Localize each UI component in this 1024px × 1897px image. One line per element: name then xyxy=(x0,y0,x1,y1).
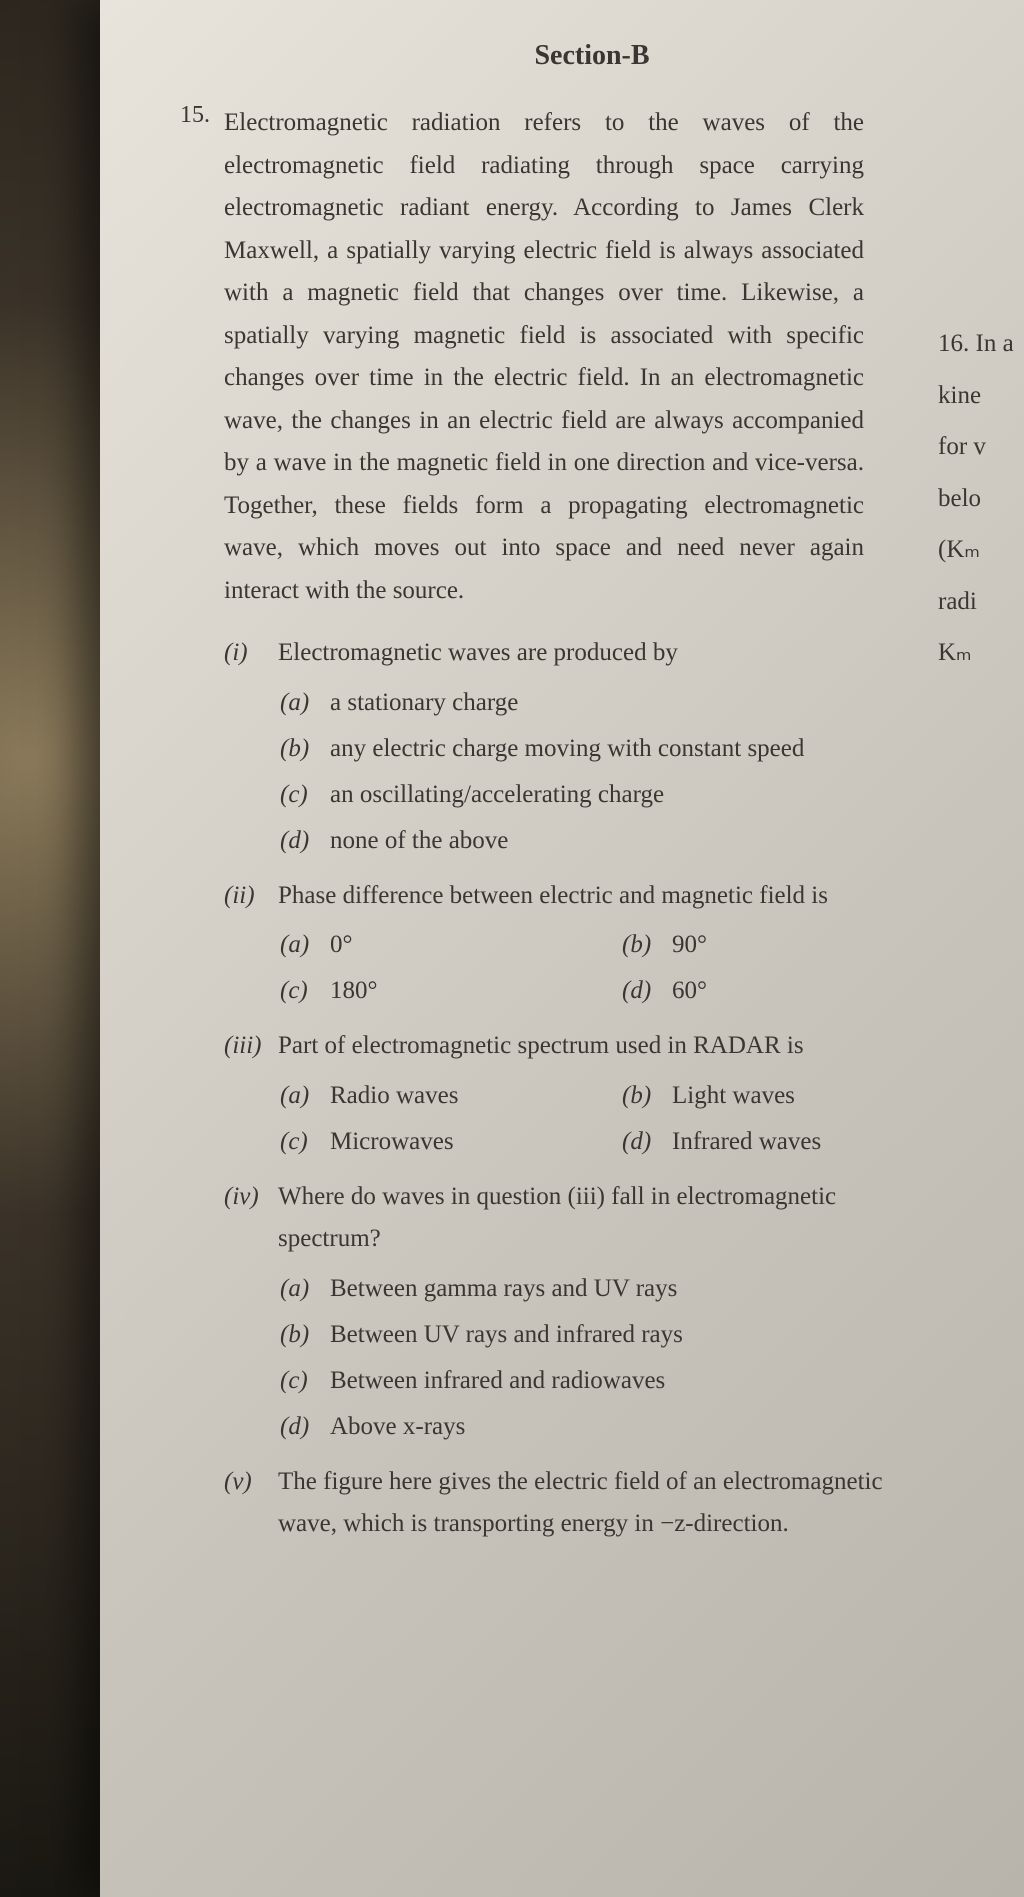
section-header: Section-B xyxy=(180,40,1004,72)
question-passage: Electromagnetic radiation refers to the … xyxy=(224,102,1004,612)
margin-text: Kₘ xyxy=(938,629,1018,677)
option-label: (a) xyxy=(280,1076,320,1116)
option: (d) Above x-rays xyxy=(280,1407,904,1447)
subq-text: Where do waves in question (iii) fall in… xyxy=(278,1176,904,1261)
option-text: Microwaves xyxy=(330,1122,562,1162)
option-label: (d) xyxy=(280,1407,320,1447)
question-15: 15. Electromagnetic radiation refers to … xyxy=(180,102,1004,1554)
option-text: Infrared waves xyxy=(672,1122,904,1162)
option: (c) Between infrared and radiowaves xyxy=(280,1361,904,1401)
option-text: none of the above xyxy=(330,821,904,861)
option-label: (c) xyxy=(280,1122,320,1162)
subquestion-ii: (ii) Phase difference between electric a… xyxy=(224,875,1004,918)
option: (c) an oscillating/accelerating charge xyxy=(280,775,904,815)
option-text: any electric charge moving with constant… xyxy=(330,729,904,769)
option-label: (b) xyxy=(280,1315,320,1355)
option-text: Light waves xyxy=(672,1076,904,1116)
option-label: (b) xyxy=(280,729,320,769)
subq-label: (ii) xyxy=(224,875,268,918)
margin-text: radi xyxy=(938,578,1018,626)
subq-label: (iii) xyxy=(224,1025,268,1068)
option: (d) none of the above xyxy=(280,821,904,861)
question-body: Electromagnetic radiation refers to the … xyxy=(224,102,1004,1554)
options-iii-row2: (c) Microwaves (d) Infrared waves xyxy=(224,1122,1004,1162)
option-label: (b) xyxy=(622,925,662,965)
subq-label: (i) xyxy=(224,632,268,675)
subq-label: (iv) xyxy=(224,1176,268,1261)
option: (d) 60° xyxy=(622,971,904,1011)
margin-text: (Kₘ xyxy=(938,526,1018,574)
subq-text: Part of electromagnetic spectrum used in… xyxy=(278,1025,904,1068)
option-text: 60° xyxy=(672,971,904,1011)
decorative-background xyxy=(0,0,100,1897)
option-label: (a) xyxy=(280,925,320,965)
option-text: a stationary charge xyxy=(330,683,904,723)
option: (b) Between UV rays and infrared rays xyxy=(280,1315,904,1355)
option-label: (c) xyxy=(280,971,320,1011)
option-label: (d) xyxy=(280,821,320,861)
subquestion-iv: (iv) Where do waves in question (iii) fa… xyxy=(224,1176,1004,1261)
option-text: Radio waves xyxy=(330,1076,562,1116)
option-text: Above x-rays xyxy=(330,1407,904,1447)
subq-label: (v) xyxy=(224,1461,268,1546)
right-margin-fragments: 16. In a kine for v belo (Kₘ radi Kₘ xyxy=(938,320,1018,681)
option: (a) Radio waves xyxy=(280,1076,562,1116)
option-label: (b) xyxy=(622,1076,662,1116)
options-ii-row1: (a) 0° (b) 90° xyxy=(224,925,1004,965)
option-text: 90° xyxy=(672,925,904,965)
option: (c) 180° xyxy=(280,971,562,1011)
options-ii-row2: (c) 180° (d) 60° xyxy=(224,971,1004,1011)
option: (c) Microwaves xyxy=(280,1122,562,1162)
margin-text: for v xyxy=(938,423,1018,471)
option-label: (c) xyxy=(280,775,320,815)
option-text: 180° xyxy=(330,971,562,1011)
subquestion-v: (v) The figure here gives the electric f… xyxy=(224,1461,1004,1546)
margin-text: 16. In a xyxy=(938,320,1018,368)
option: (d) Infrared waves xyxy=(622,1122,904,1162)
subq-text: Electromagnetic waves are produced by xyxy=(278,632,904,675)
subq-text: Phase difference between electric and ma… xyxy=(278,875,904,918)
options-iv: (a) Between gamma rays and UV rays (b) B… xyxy=(224,1269,1004,1447)
subquestion-i: (i) Electromagnetic waves are produced b… xyxy=(224,632,1004,675)
margin-text: belo xyxy=(938,475,1018,523)
subq-text: The figure here gives the electric field… xyxy=(278,1461,904,1546)
option: (a) a stationary charge xyxy=(280,683,904,723)
option-label: (d) xyxy=(622,1122,662,1162)
option-text: 0° xyxy=(330,925,562,965)
option-label: (a) xyxy=(280,683,320,723)
option-text: Between gamma rays and UV rays xyxy=(330,1269,904,1309)
option-text: an oscillating/accelerating charge xyxy=(330,775,904,815)
options-i: (a) a stationary charge (b) any electric… xyxy=(224,683,1004,861)
option: (b) 90° xyxy=(622,925,904,965)
option: (a) Between gamma rays and UV rays xyxy=(280,1269,904,1309)
subquestion-iii: (iii) Part of electromagnetic spectrum u… xyxy=(224,1025,1004,1068)
option: (a) 0° xyxy=(280,925,562,965)
option-text: Between UV rays and infrared rays xyxy=(330,1315,904,1355)
option-text: Between infrared and radiowaves xyxy=(330,1361,904,1401)
option: (b) Light waves xyxy=(622,1076,904,1116)
options-iii-row1: (a) Radio waves (b) Light waves xyxy=(224,1076,1004,1116)
option-label: (c) xyxy=(280,1361,320,1401)
option-label: (a) xyxy=(280,1269,320,1309)
exam-paper: Section-B 15. Electromagnetic radiation … xyxy=(100,0,1024,1897)
option-label: (d) xyxy=(622,971,662,1011)
option: (b) any electric charge moving with cons… xyxy=(280,729,904,769)
question-number: 15. xyxy=(180,102,216,1554)
margin-text: kine xyxy=(938,372,1018,420)
